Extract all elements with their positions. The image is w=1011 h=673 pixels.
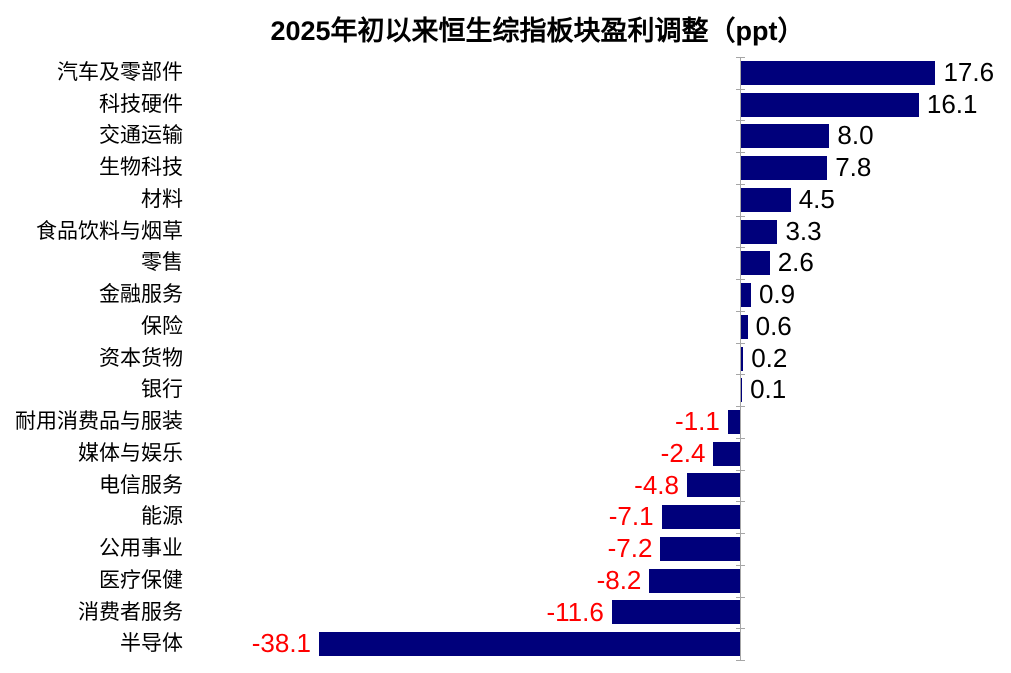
category-label: 资本货物 [99, 346, 183, 370]
value-label: 16.1 [926, 88, 978, 119]
bar [686, 473, 740, 498]
category-label: 半导体 [120, 632, 183, 656]
axis-tick [736, 437, 745, 439]
value-label: 8.0 [837, 120, 874, 151]
bar [741, 92, 919, 117]
axis-tick [736, 469, 745, 471]
category-label: 汽车及零部件 [57, 61, 183, 84]
category-label: 交通运输 [99, 124, 183, 148]
axis-tick [736, 406, 745, 408]
zero-axis-line [740, 57, 741, 661]
value-label: -1.1 [675, 406, 720, 437]
axis-tick [736, 57, 745, 58]
value-label: 0.6 [755, 310, 792, 341]
bar [713, 441, 740, 466]
category-label: 材料 [141, 187, 183, 211]
bar [660, 536, 740, 561]
category-label: 医疗保健 [99, 568, 183, 592]
axis-tick [736, 501, 745, 503]
bar [661, 505, 740, 530]
axis-tick [736, 660, 745, 662]
axis-tick [736, 596, 745, 598]
bar [649, 568, 740, 593]
bar [611, 600, 740, 625]
axis-tick [736, 374, 745, 376]
axis-tick [736, 247, 745, 249]
category-label: 公用事业 [99, 537, 183, 561]
value-label: -4.8 [634, 469, 679, 500]
bar [318, 632, 740, 657]
category-label: 银行 [141, 378, 183, 402]
axis-tick [736, 342, 745, 344]
bar [741, 251, 770, 276]
value-label: 3.3 [785, 215, 822, 246]
value-label: -7.2 [607, 533, 653, 564]
value-label: -38.1 [251, 628, 311, 659]
value-label: 7.8 [835, 152, 872, 183]
axis-tick [736, 152, 745, 154]
bar [727, 410, 740, 434]
value-label: -8.2 [596, 564, 642, 595]
axis-tick [736, 628, 745, 630]
axis-tick [736, 310, 745, 312]
bar [741, 219, 778, 244]
bar [741, 346, 744, 371]
bar [741, 187, 791, 212]
category-label: 生物科技 [99, 156, 183, 180]
category-label: 零售 [141, 251, 183, 275]
value-label: -11.6 [546, 596, 604, 627]
category-label: 科技硬件 [99, 92, 183, 116]
value-label: -2.4 [660, 437, 706, 468]
bar [741, 156, 828, 181]
axis-tick [736, 279, 745, 281]
axis-tick [736, 120, 745, 122]
bar [741, 283, 751, 308]
axis-tick [736, 183, 745, 185]
category-label: 保险 [141, 314, 183, 338]
bar [741, 378, 743, 403]
category-label: 耐用消费品与服装 [15, 410, 183, 434]
axis-tick [736, 88, 745, 90]
value-label: 2.6 [777, 247, 814, 278]
value-label: 17.6 [943, 57, 995, 87]
value-label: 0.2 [751, 342, 788, 373]
value-label: 4.5 [798, 183, 835, 214]
bar [741, 60, 936, 85]
value-label: 0.9 [758, 279, 796, 310]
category-label: 金融服务 [99, 283, 183, 307]
bar [741, 314, 748, 339]
value-label: -7.1 [608, 501, 654, 532]
chart-title: 2025年初以来恒生综指板块盈利调整（ppt） [270, 16, 805, 46]
category-label: 电信服务 [99, 473, 183, 497]
category-label: 食品饮料与烟草 [36, 219, 183, 243]
category-label: 媒体与娱乐 [78, 441, 183, 465]
category-label: 能源 [141, 505, 183, 529]
value-label: 0.1 [750, 374, 787, 405]
category-label: 消费者服务 [78, 600, 183, 624]
axis-tick [736, 564, 745, 566]
bar [741, 124, 830, 149]
axis-tick [736, 215, 745, 217]
axis-tick [736, 533, 745, 535]
